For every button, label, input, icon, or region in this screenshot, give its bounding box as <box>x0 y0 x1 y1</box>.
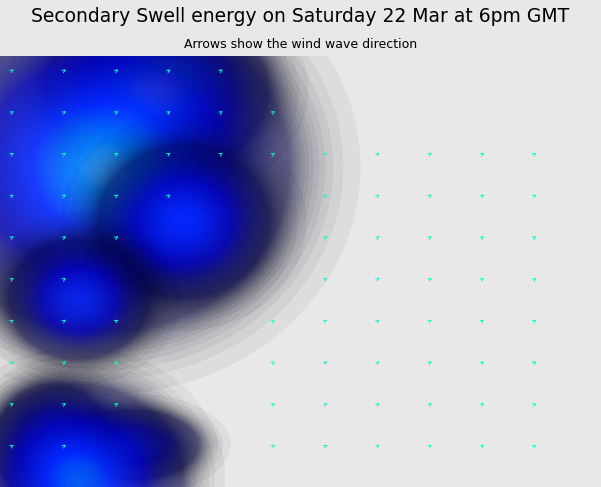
Text: Arrows show the wind wave direction: Arrows show the wind wave direction <box>184 38 417 51</box>
Text: Secondary Swell energy on Saturday 22 Mar at 6pm GMT: Secondary Swell energy on Saturday 22 Ma… <box>31 7 570 26</box>
